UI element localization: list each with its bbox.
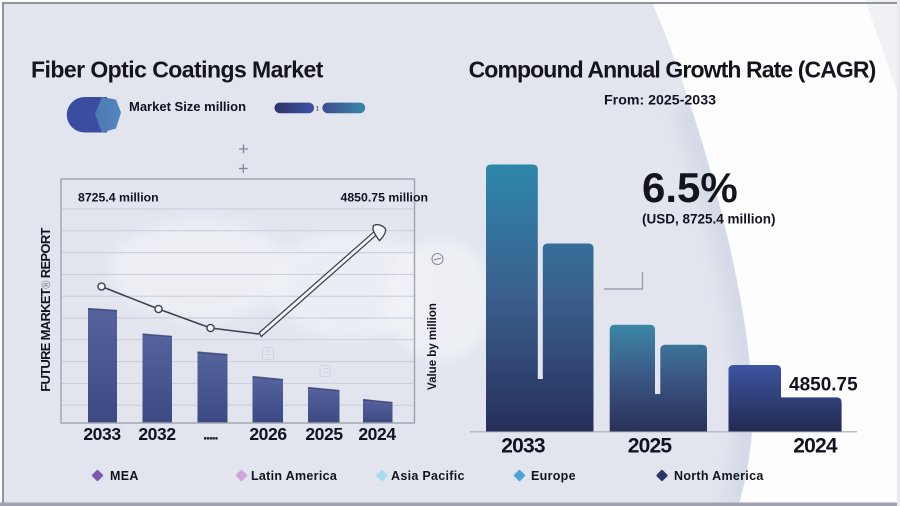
svg-text:1: 1 [316, 105, 320, 112]
svg-text:Europe: Europe [531, 469, 576, 483]
svg-text:2025: 2025 [305, 424, 343, 444]
svg-text:8725.4 million: 8725.4 million [78, 190, 159, 204]
svg-text:2026: 2026 [249, 424, 287, 444]
svg-text:Market Size million: Market Size million [129, 99, 246, 114]
svg-text:(USD, 8725.4 million): (USD, 8725.4 million) [642, 212, 776, 227]
svg-text:Fiber Optic Coatings Market: Fiber Optic Coatings Market [31, 57, 324, 83]
svg-text:2033: 2033 [83, 424, 121, 444]
svg-text:MEA: MEA [110, 469, 139, 483]
svg-text:From: 2025-2033: From: 2025-2033 [604, 93, 716, 109]
svg-text:Compound Annual Growth Rate (C: Compound Annual Growth Rate (CAGR) [469, 57, 876, 83]
svg-text:2024: 2024 [358, 424, 396, 444]
svg-text:.....: ..... [203, 427, 218, 444]
svg-text:6.5%: 6.5% [642, 164, 738, 211]
svg-text:2032: 2032 [138, 424, 176, 444]
svg-text:2025: 2025 [628, 435, 673, 458]
svg-text:Asia Pacific: Asia Pacific [391, 469, 465, 483]
svg-text:4850.75: 4850.75 [789, 375, 858, 396]
svg-text:2033: 2033 [501, 435, 545, 458]
svg-text:FUTURE MARKET® REPORT: FUTURE MARKET® REPORT [38, 227, 53, 391]
svg-text:Value by million: Value by million [427, 303, 439, 390]
svg-text:2024: 2024 [793, 435, 838, 458]
svg-text:North America: North America [674, 469, 764, 483]
svg-text:Latin America: Latin America [251, 469, 338, 483]
svg-text:4850.75 million: 4850.75 million [341, 190, 429, 204]
